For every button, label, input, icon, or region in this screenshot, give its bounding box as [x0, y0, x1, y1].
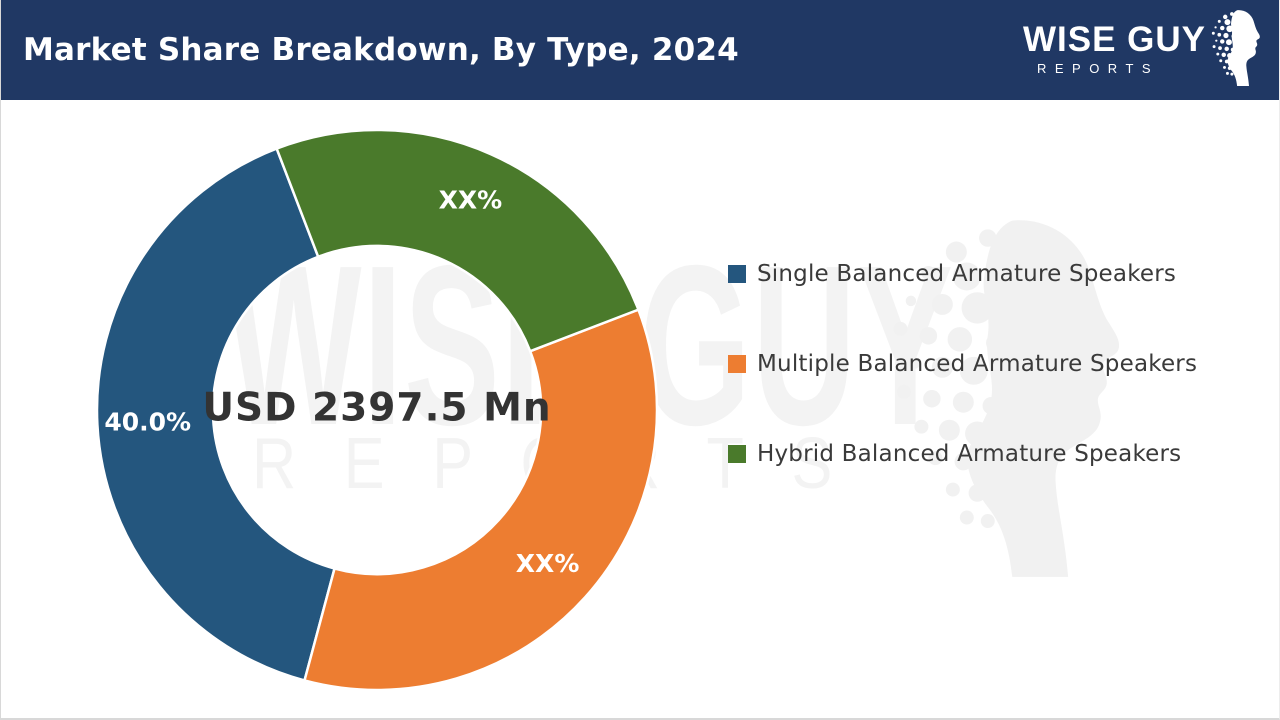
legend-swatch-multiple — [728, 355, 746, 373]
slice-percentage-label-1: 40.0% — [104, 408, 191, 437]
legend-label-multiple: Multiple Balanced Armature Speakers — [757, 351, 1198, 377]
donut-slice-3 — [275, 128, 640, 353]
slice-percentage-label-3: XX% — [439, 186, 503, 215]
legend-label-single: Single Balanced Armature Speakers — [757, 261, 1177, 287]
legend-item-multiple: Multiple Balanced Armature Speakers — [728, 347, 1197, 381]
legend-item-single: Single Balanced Armature Speakers — [728, 257, 1197, 291]
donut-chart: USD 2397.5 Mn 40.0% XX% XX% — [95, 128, 659, 692]
legend-swatch-single — [728, 265, 746, 283]
donut-slice-2 — [303, 308, 659, 692]
slice-percentage-label-2: XX% — [516, 549, 580, 578]
legend-label-hybrid: Hybrid Balanced Armature Speakers — [757, 441, 1182, 467]
logo-wordmark: WISE GUY — [1022, 20, 1206, 59]
chart-legend: Single Balanced Armature Speakers Multip… — [728, 257, 1197, 527]
logo-subtitle: REPORTS — [1036, 61, 1160, 76]
page-title: Market Share Breakdown, By Type, 2024 — [23, 32, 739, 68]
donut-slice-1 — [95, 147, 336, 682]
wiseguy-logo: WISE GUY REPORTS — [1023, 8, 1264, 86]
header-bar: Market Share Breakdown, By Type, 2024 WI… — [0, 0, 1280, 100]
legend-item-hybrid: Hybrid Balanced Armature Speakers — [728, 437, 1197, 471]
donut-center-value: USD 2397.5 Mn — [202, 386, 551, 431]
legend-swatch-hybrid — [728, 445, 746, 463]
logo-face-icon — [1211, 10, 1260, 86]
